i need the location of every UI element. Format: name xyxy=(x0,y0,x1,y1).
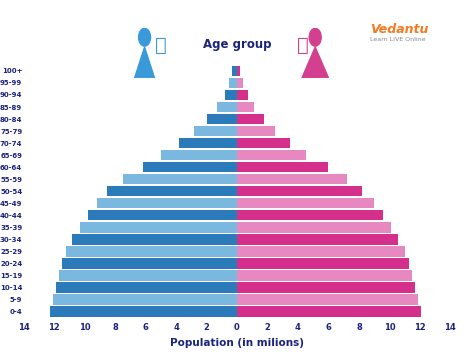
Bar xyxy=(237,186,362,196)
Bar xyxy=(237,174,346,184)
X-axis label: Population (in milions): Population (in milions) xyxy=(170,338,304,348)
Bar xyxy=(207,114,237,124)
Bar xyxy=(237,162,328,172)
Bar xyxy=(179,138,237,148)
Bar xyxy=(237,198,374,209)
Text: Age group: Age group xyxy=(203,38,271,51)
Bar xyxy=(237,150,306,160)
Bar xyxy=(194,126,237,136)
Bar xyxy=(237,114,264,124)
Bar xyxy=(80,222,237,233)
Bar xyxy=(237,294,418,305)
Polygon shape xyxy=(302,47,328,78)
Bar xyxy=(229,78,237,88)
Bar xyxy=(108,186,237,196)
Bar xyxy=(88,210,237,221)
Bar xyxy=(123,174,237,184)
Text: Vedantu: Vedantu xyxy=(370,23,428,36)
Text: 👤: 👤 xyxy=(298,36,309,55)
Bar xyxy=(73,234,237,245)
Bar xyxy=(97,198,237,209)
Bar xyxy=(50,306,237,317)
Bar xyxy=(237,222,391,233)
Text: Learn LIVE Online: Learn LIVE Online xyxy=(370,37,425,42)
Bar xyxy=(59,270,237,281)
Bar xyxy=(232,65,237,76)
Bar xyxy=(217,102,237,112)
Bar xyxy=(237,78,243,88)
Circle shape xyxy=(309,28,321,46)
Bar xyxy=(53,294,237,305)
Circle shape xyxy=(138,28,151,46)
Bar xyxy=(237,306,421,317)
Bar xyxy=(237,210,383,221)
Bar xyxy=(62,258,237,269)
Text: 👤: 👤 xyxy=(155,36,167,55)
Bar xyxy=(237,65,240,76)
Bar xyxy=(237,102,254,112)
Bar xyxy=(237,246,405,257)
Bar xyxy=(237,126,275,136)
Bar xyxy=(237,138,290,148)
Bar xyxy=(237,258,409,269)
Bar xyxy=(225,90,237,100)
Polygon shape xyxy=(135,47,155,78)
Bar xyxy=(161,150,237,160)
Bar xyxy=(143,162,237,172)
Bar xyxy=(237,234,399,245)
Bar xyxy=(237,270,412,281)
Bar xyxy=(66,246,237,257)
Bar xyxy=(55,282,237,293)
Bar xyxy=(237,90,247,100)
Bar xyxy=(237,282,415,293)
